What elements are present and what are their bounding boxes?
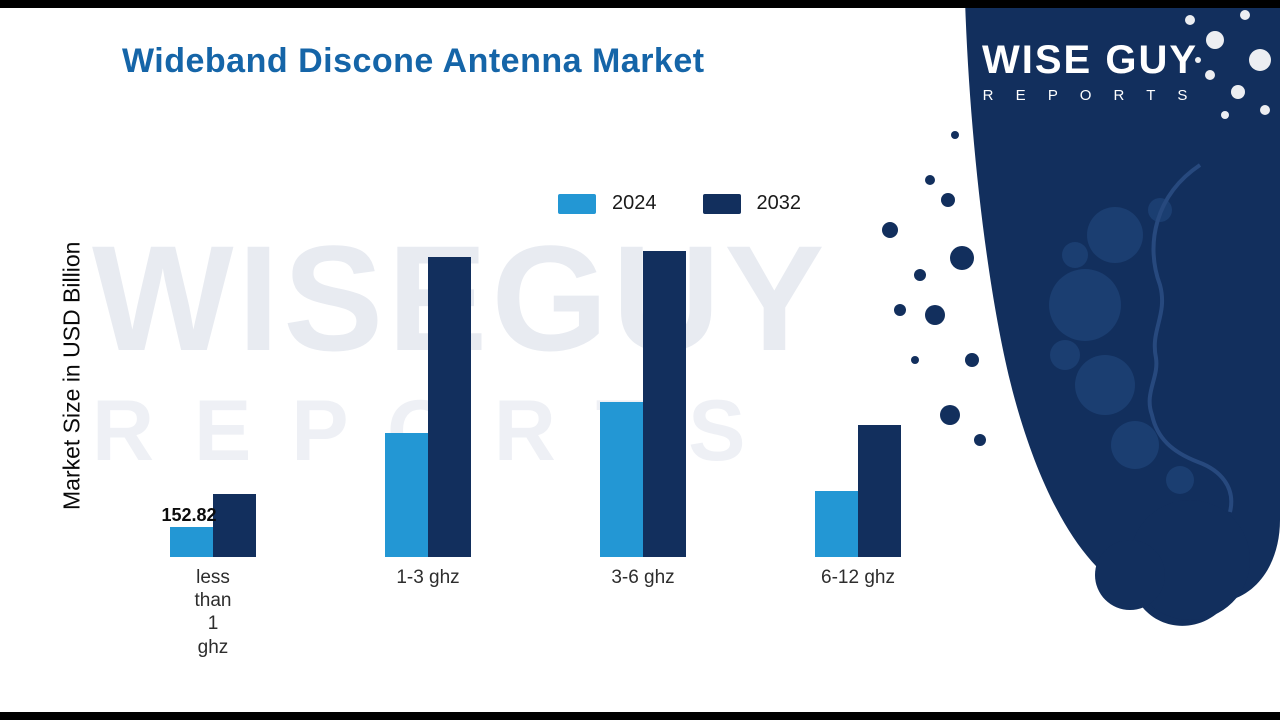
x-axis-label-1-3-ghz: 1-3 ghz — [396, 567, 460, 588]
legend: 2024 2032 — [558, 192, 801, 215]
brand-subtitle: R E P O R T S — [982, 87, 1197, 104]
brand-name: WISE GUY — [982, 38, 1199, 82]
x-axis-label-6-12-ghz: 6-12 ghz — [821, 567, 895, 588]
legend-swatch-2032 — [702, 193, 741, 214]
x-axis-label-less-than-1-ghz: less than 1 ghz — [194, 567, 232, 658]
brand-panel-shape — [965, 0, 1280, 626]
bottom-bump-circles — [1095, 500, 1250, 620]
bar-2024-less-than-1-ghz — [170, 527, 213, 557]
logo-dot-cluster — [1185, 10, 1271, 119]
x-axis-label-3-6-ghz: 3-6 ghz — [611, 567, 675, 588]
legend-label-2024: 2024 — [612, 192, 657, 214]
bar-2032-3-6-ghz — [643, 251, 686, 557]
bar-2024-3-6-ghz — [600, 402, 643, 557]
brand-logo: WISE GUY R E P O R T S — [982, 38, 1197, 104]
brand-decorative-graphic — [882, 0, 1280, 626]
top-black-bar — [0, 0, 1280, 8]
bar-value-label: 152.82 — [161, 505, 217, 525]
bar-2032-less-than-1-ghz — [213, 494, 256, 557]
page-title: Wideband Discone Antenna Market — [122, 42, 705, 80]
legend-item-2024: 2024 — [558, 192, 657, 215]
bar-2032-6-12-ghz — [858, 425, 901, 557]
face-profile-line — [1147, 163, 1234, 513]
bar-2024-6-12-ghz — [815, 491, 858, 557]
legend-swatch-2024 — [558, 193, 596, 214]
bottom-black-bar — [0, 712, 1280, 720]
legend-item-2032: 2032 — [702, 192, 802, 215]
bar-2032-1-3-ghz — [428, 257, 471, 557]
legend-label-2032: 2032 — [756, 192, 802, 214]
y-axis-title: Market Size in USD Billion — [58, 241, 85, 511]
bar-2024-1-3-ghz — [385, 433, 428, 557]
scatter-dots-left — [882, 131, 986, 446]
